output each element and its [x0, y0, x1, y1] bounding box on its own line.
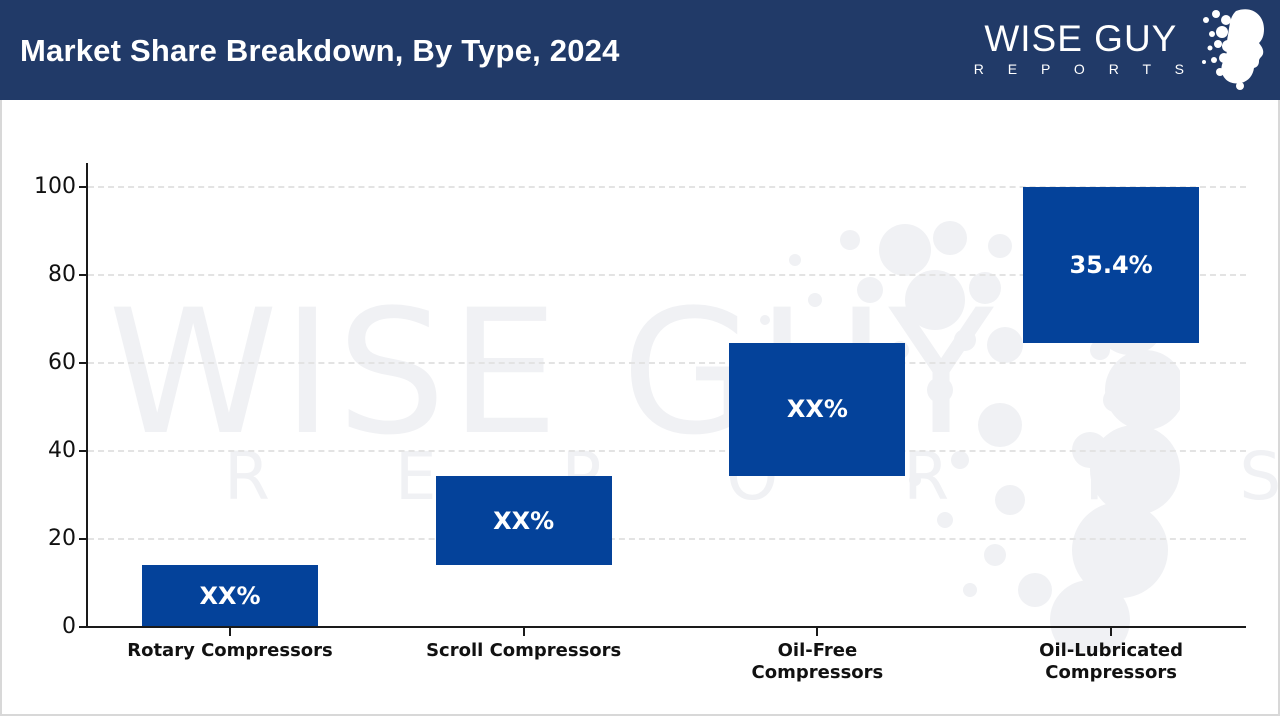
bar-segment: 35.4% [1023, 187, 1200, 343]
y-tick-mark [79, 274, 88, 276]
x-tick-mark [816, 628, 819, 636]
y-tick-mark [79, 538, 88, 540]
x-tick-mark [229, 628, 231, 636]
page-title: Market Share Breakdown, By Type, 2024 [20, 33, 620, 68]
chart-frame [0, 100, 1280, 716]
bar-segment: XX% [142, 564, 318, 627]
gridline [88, 362, 1246, 364]
gridline [88, 450, 1246, 452]
brand-logo-text: WISE GUY R E P O R T S [968, 18, 1194, 77]
y-tick-mark [79, 450, 88, 452]
x-category-label: Oil-Lubricated Compressors [1039, 640, 1184, 683]
watermark-head-icon [731, 221, 1180, 652]
y-tick-label: 20 [48, 526, 76, 551]
y-tick-label: 80 [48, 262, 76, 287]
bar-value-label: 35.4% [1069, 250, 1153, 279]
x-category-label: Rotary Compressors [127, 640, 333, 661]
gridline [88, 186, 1246, 188]
x-axis-line [86, 626, 1246, 628]
y-tick-label: 60 [48, 350, 76, 375]
x-category-label: Scroll Compressors [426, 640, 622, 661]
gridline [88, 274, 1246, 276]
y-tick-label: 40 [48, 438, 76, 463]
brand-name: WISE GUY [984, 18, 1178, 60]
y-tick-label: 100 [34, 174, 76, 199]
bar-value-label: XX% [786, 395, 848, 424]
bar-segment: XX% [729, 342, 906, 477]
x-tick-mark [1110, 628, 1113, 636]
bar-value-label: XX% [493, 506, 555, 535]
y-tick-label: 0 [62, 614, 76, 639]
y-tick-mark [79, 362, 88, 364]
brand-subtitle: R E P O R T S [973, 60, 1194, 77]
x-tick-mark [522, 628, 525, 636]
brand-logo: WISE GUY R E P O R T S [968, 4, 1272, 92]
y-tick-mark [79, 626, 88, 628]
bar-segment: XX% [435, 476, 612, 565]
gridline [88, 538, 1246, 540]
y-tick-mark [79, 186, 88, 188]
x-category-label: Oil-Free Compressors [751, 640, 884, 683]
bar-value-label: XX% [199, 581, 261, 610]
y-axis-spine [86, 163, 88, 628]
header-bar: Market Share Breakdown, By Type, 2024 WI… [0, 0, 1280, 100]
dotted-head-icon [1202, 9, 1264, 90]
